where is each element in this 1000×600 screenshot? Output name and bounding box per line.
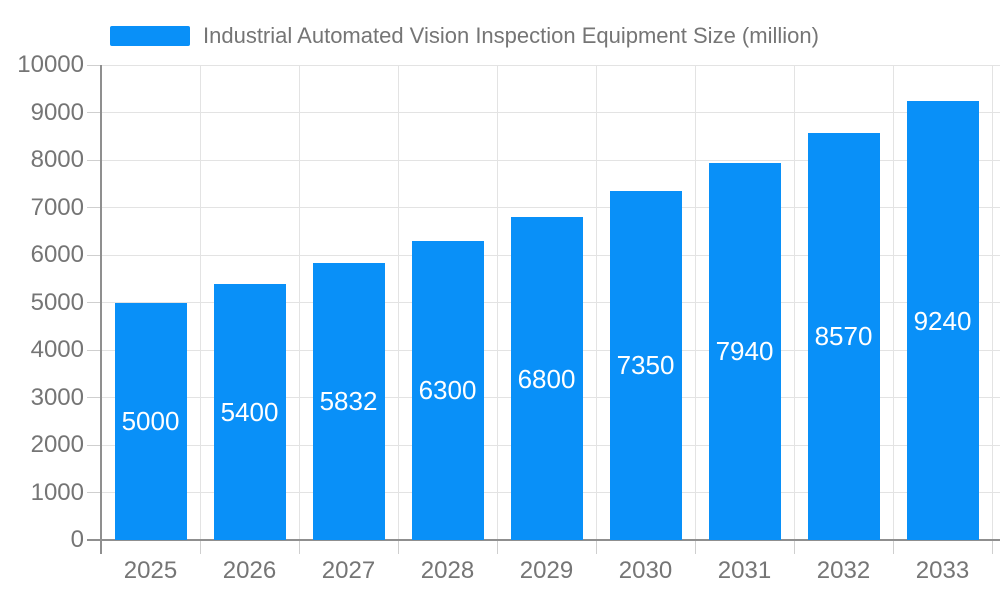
bar-2026[interactable]	[213, 283, 286, 540]
x-axis-tick	[397, 540, 399, 554]
bar-2030[interactable]	[609, 190, 682, 540]
x-axis-label: 2030	[618, 557, 673, 584]
x-axis-label: 2032	[816, 557, 871, 584]
bar-2033[interactable]	[906, 101, 979, 540]
x-axis-label: 2031	[717, 557, 772, 584]
x-gridline	[298, 65, 300, 540]
bar-2028[interactable]	[411, 240, 484, 540]
y-axis-tick	[87, 254, 101, 256]
y-axis-label: 7000	[30, 193, 84, 221]
bar-value-label: 7350	[616, 350, 675, 381]
y-axis-label: 5000	[30, 288, 84, 316]
y-axis-tick	[87, 492, 101, 493]
bar-2029[interactable]	[510, 217, 583, 540]
y-axis-tick	[87, 397, 101, 398]
x-gridline	[991, 65, 993, 540]
bar-value-label: 6300	[418, 375, 477, 406]
y-axis-tick	[87, 302, 101, 303]
x-axis-label: 2026	[222, 557, 277, 584]
x-axis-tick	[793, 540, 795, 554]
legend-item[interactable]: Industrial Automated Vision Inspection E…	[110, 23, 819, 49]
x-axis-tick	[892, 540, 894, 554]
y-gridline	[101, 159, 1000, 161]
x-gridline	[496, 65, 498, 540]
y-axis-label: 6000	[30, 241, 84, 268]
y-axis-tick	[87, 207, 101, 208]
bar-value-label: 5400	[220, 396, 279, 427]
bar-value-label: 6800	[517, 363, 576, 394]
x-axis-tick	[496, 540, 498, 554]
x-axis-label: 2027	[321, 557, 376, 584]
x-axis-tick	[991, 540, 993, 554]
y-axis-label: 3000	[30, 383, 84, 411]
y-axis-label: 0	[70, 526, 84, 553]
legend-swatch	[110, 26, 190, 46]
x-gridline	[793, 65, 795, 540]
x-axis-label: 2033	[915, 557, 970, 584]
y-axis-label: 10000	[17, 51, 84, 78]
bar-value-label: 8570	[814, 321, 873, 352]
y-gridline	[101, 64, 1000, 66]
x-axis-tick	[694, 540, 696, 554]
y-axis-label: 1000	[30, 478, 84, 506]
y-gridline	[101, 112, 1000, 113]
x-axis-tick	[199, 540, 201, 554]
y-axis-line	[100, 65, 102, 554]
y-axis-label: 4000	[30, 336, 84, 363]
y-axis-tick	[87, 444, 101, 446]
bar-2025[interactable]	[114, 302, 187, 540]
bar-2031[interactable]	[708, 162, 781, 540]
y-gridline	[101, 207, 1000, 208]
x-axis-line	[87, 539, 1000, 541]
y-axis-label: 9000	[30, 98, 84, 126]
y-axis-tick	[87, 159, 101, 161]
bar-value-label: 5832	[319, 386, 378, 417]
x-axis-label: 2028	[420, 557, 475, 584]
y-axis-tick	[87, 349, 101, 351]
x-axis-label: 2029	[519, 557, 574, 584]
bar-value-label: 7940	[715, 336, 774, 367]
x-gridline	[397, 65, 399, 540]
x-axis-tick	[595, 540, 597, 554]
y-axis-label: 2000	[30, 431, 84, 458]
bar-2032[interactable]	[807, 132, 880, 540]
bar-2027[interactable]	[312, 262, 385, 540]
x-gridline	[199, 65, 201, 540]
x-gridline	[892, 65, 894, 540]
y-axis-tick	[87, 112, 101, 113]
x-axis-tick	[298, 540, 300, 554]
bar-value-label: 9240	[913, 305, 972, 336]
y-axis-tick	[87, 64, 101, 66]
y-axis-label: 8000	[30, 146, 84, 173]
x-gridline	[595, 65, 597, 540]
x-gridline	[694, 65, 696, 540]
bar-value-label: 5000	[121, 406, 180, 437]
x-axis-label: 2025	[123, 557, 178, 584]
legend-label: Industrial Automated Vision Inspection E…	[203, 23, 819, 48]
